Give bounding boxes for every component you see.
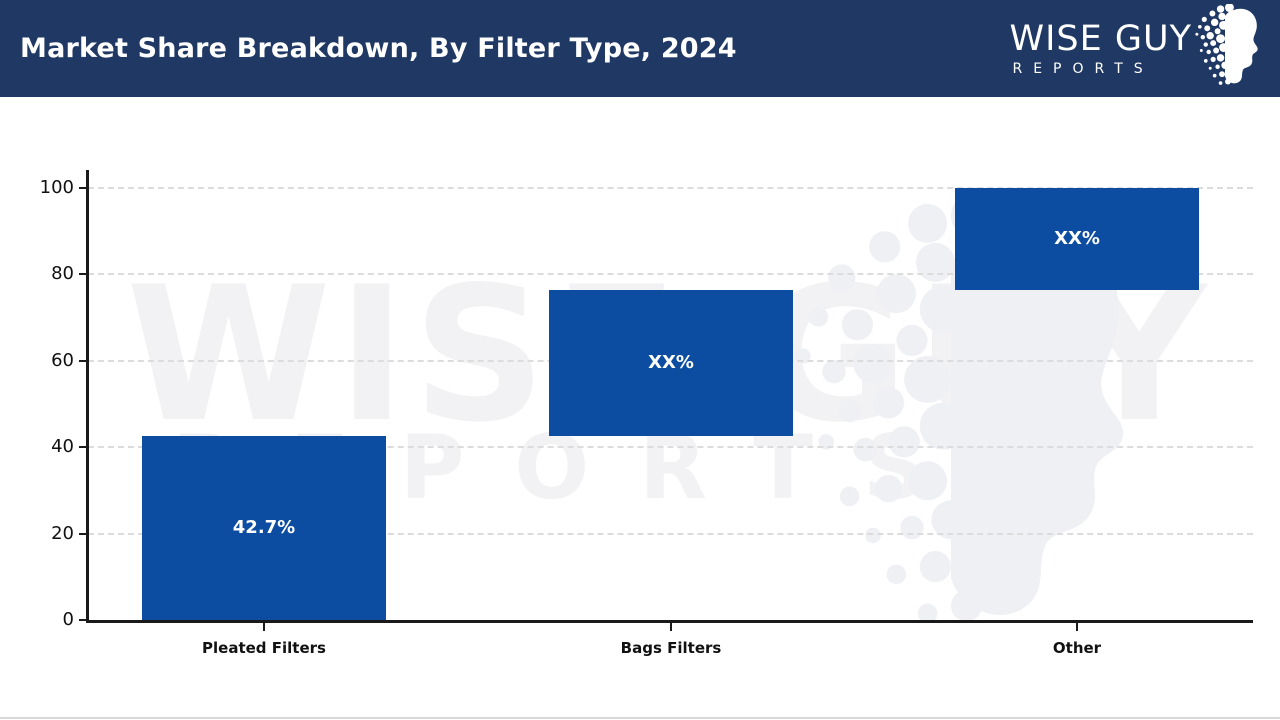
- gridline-40: [88, 446, 1253, 449]
- y-tick-mark: [79, 359, 87, 362]
- y-axis-line: [86, 170, 89, 622]
- logo-wordmark: WISE GUY: [1009, 18, 1192, 59]
- y-tick-label: 0: [62, 609, 74, 630]
- logo-text: WISE GUY REPORTS: [1009, 18, 1192, 77]
- x-tick-mark: [670, 623, 672, 631]
- gridline-80: [88, 273, 1253, 276]
- y-tick-mark: [79, 187, 87, 189]
- bottom-edge-line: [0, 717, 1280, 719]
- bar-bags-filters: XX%: [549, 289, 793, 436]
- y-tick-label: 60: [51, 349, 74, 371]
- bar-pleated-filters: 42.7%: [142, 435, 386, 620]
- y-tick-mark: [79, 619, 87, 621]
- dotted-head-icon: [1195, 3, 1258, 85]
- bar-other: XX%: [955, 188, 1199, 290]
- y-tick-label: 40: [51, 436, 74, 458]
- y-tick-mark: [79, 273, 87, 276]
- x-category-label: Other: [1052, 639, 1102, 657]
- header-banner: Market Share Breakdown, By Filter Type, …: [0, 0, 1280, 97]
- y-tick-mark: [79, 446, 87, 449]
- y-tick-label: 100: [39, 177, 74, 198]
- y-tick-label: 80: [51, 263, 74, 285]
- x-tick-mark: [263, 623, 265, 631]
- y-tick-mark: [79, 532, 87, 535]
- page-title: Market Share Breakdown, By Filter Type, …: [20, 33, 737, 64]
- x-category-label: Pleated Filters: [202, 639, 326, 657]
- gridline-20: [88, 532, 1253, 535]
- wise-guy-reports-logo: WISE GUY REPORTS: [1009, 3, 1262, 94]
- bar-value-label: XX%: [1054, 228, 1100, 250]
- bar-value-label: XX%: [648, 352, 694, 374]
- logo-subtitle: REPORTS: [1012, 60, 1154, 77]
- x-axis-line: [86, 620, 1253, 623]
- x-category-label: Bags Filters: [620, 639, 722, 657]
- x-tick-mark: [1076, 623, 1078, 631]
- y-tick-label: 20: [51, 522, 74, 544]
- bar-value-label: 42.7%: [232, 517, 296, 539]
- chart-area: 0 20 40 60 80 100 42.7% Pleated Filters XX% Bags …: [0, 97, 1280, 720]
- gridline-100: [88, 187, 1253, 189]
